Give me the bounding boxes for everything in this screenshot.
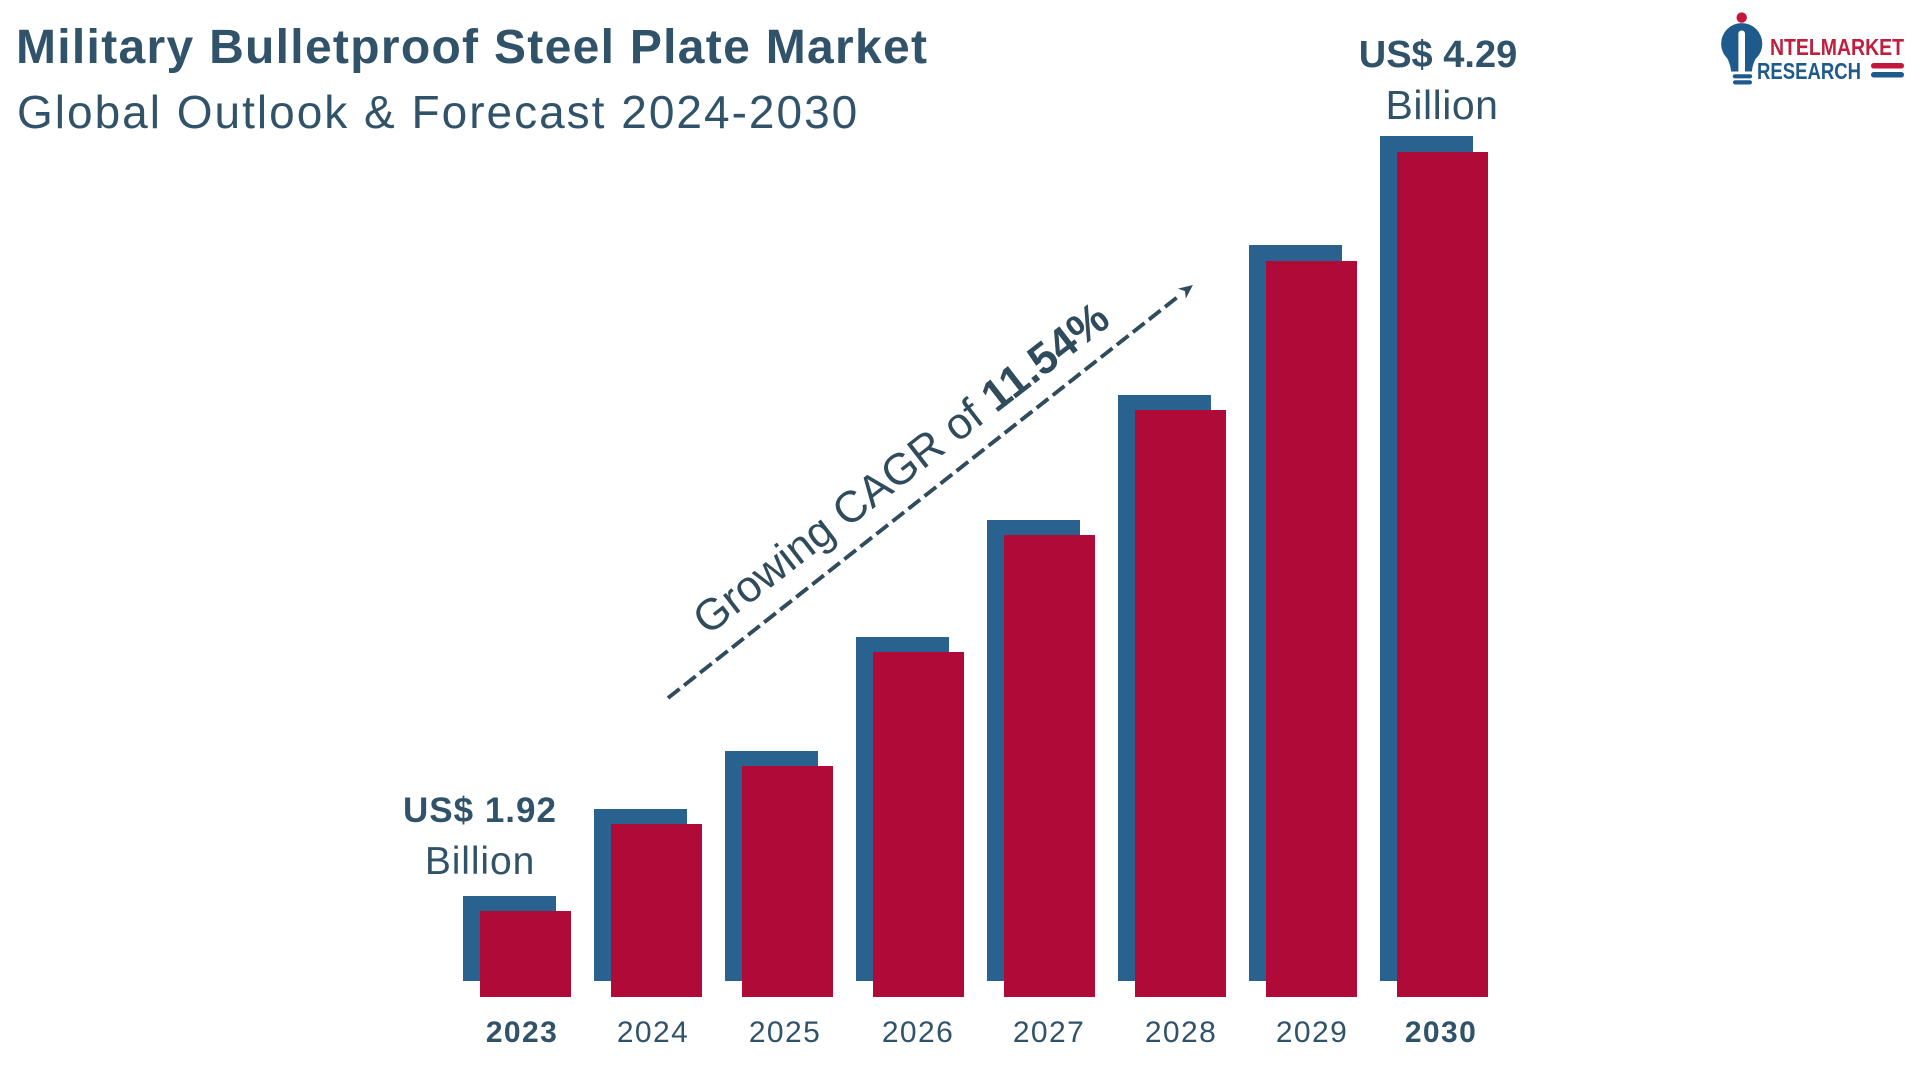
svg-text:Growing CAGR of 11.54%: Growing CAGR of 11.54%: [684, 293, 1118, 644]
svg-text:RESEARCH: RESEARCH: [1757, 58, 1861, 84]
svg-text:NTELMARKET: NTELMARKET: [1770, 34, 1904, 60]
